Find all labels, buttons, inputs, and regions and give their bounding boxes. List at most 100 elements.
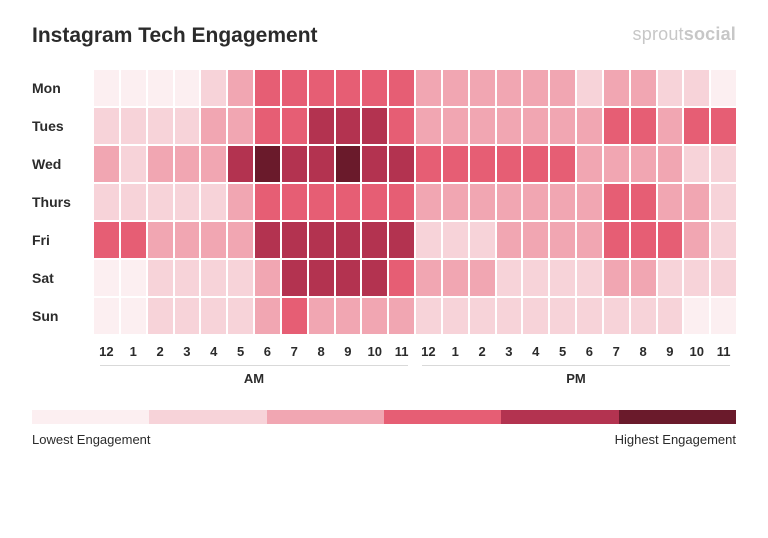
heatmap-cell	[631, 184, 656, 220]
heatmap-cell	[497, 146, 522, 182]
heatmap-cell	[658, 108, 683, 144]
heatmap-cell	[389, 146, 414, 182]
heatmap-cell	[658, 70, 683, 106]
heatmap-cell	[175, 184, 200, 220]
pm-label: PM	[416, 365, 736, 386]
heatmap-cell	[389, 184, 414, 220]
heatmap-cell	[631, 260, 656, 296]
heatmap-cell	[201, 260, 226, 296]
heatmap-cell	[658, 260, 683, 296]
x-tick: 8	[309, 344, 334, 359]
heatmap-cell	[658, 146, 683, 182]
heatmap-cell	[711, 222, 736, 258]
heatmap-cell	[362, 70, 387, 106]
heatmap-cell	[255, 146, 280, 182]
heatmap-cell	[523, 260, 548, 296]
heatmap-cell	[497, 184, 522, 220]
heatmap-cell	[550, 260, 575, 296]
heatmap-cell	[684, 146, 709, 182]
legend-segment	[619, 410, 736, 424]
heatmap-cell	[362, 260, 387, 296]
heatmap-cell	[684, 222, 709, 258]
heatmap-cell	[389, 298, 414, 334]
heatmap-cell	[228, 184, 253, 220]
heatmap-cell	[201, 146, 226, 182]
heatmap-cell	[309, 70, 334, 106]
ampm-row: AM PM	[32, 365, 736, 386]
heatmap-cell	[309, 222, 334, 258]
heatmap-cell	[121, 260, 146, 296]
x-tick: 10	[362, 344, 387, 359]
x-tick: 2	[148, 344, 173, 359]
heatmap-cell	[362, 184, 387, 220]
heatmap-cell	[94, 184, 119, 220]
row-label: Tues	[32, 108, 92, 144]
heatmap-cell	[148, 108, 173, 144]
heatmap-cell	[228, 298, 253, 334]
legend-high-label: Highest Engagement	[615, 432, 736, 447]
heatmap-cell	[470, 222, 495, 258]
x-tick: 5	[228, 344, 253, 359]
heatmap-cell	[362, 222, 387, 258]
heatmap-cell	[550, 146, 575, 182]
heatmap-cell	[389, 260, 414, 296]
heatmap-cell	[470, 146, 495, 182]
heatmap-cell	[711, 70, 736, 106]
heatmap-cell	[175, 298, 200, 334]
heatmap-cell	[523, 108, 548, 144]
heatmap-cell	[604, 260, 629, 296]
heatmap-cell	[523, 298, 548, 334]
heatmap-cell	[711, 184, 736, 220]
heatmap-cell	[362, 108, 387, 144]
heatmap-cell	[201, 70, 226, 106]
heatmap-cell	[416, 108, 441, 144]
legend-segment	[384, 410, 501, 424]
heatmap-cell	[94, 298, 119, 334]
heatmap-cell	[255, 108, 280, 144]
heatmap-cell	[362, 298, 387, 334]
heatmap-cell	[684, 260, 709, 296]
heatmap-cell	[309, 108, 334, 144]
heatmap-cell	[255, 298, 280, 334]
heatmap-cell	[577, 260, 602, 296]
heatmap-cell	[416, 70, 441, 106]
row-label: Thurs	[32, 184, 92, 220]
heatmap-cell	[470, 260, 495, 296]
header: Instagram Tech Engagement sproutsocial	[32, 24, 736, 48]
heatmap-cell	[336, 222, 361, 258]
legend-low-label: Lowest Engagement	[32, 432, 151, 447]
heatmap-cell	[416, 184, 441, 220]
x-tick: 8	[631, 344, 656, 359]
heatmap-cell	[550, 184, 575, 220]
heatmap-cell	[255, 184, 280, 220]
heatmap-cell	[121, 184, 146, 220]
heatmap-cell	[175, 70, 200, 106]
heatmap-cell	[389, 70, 414, 106]
heatmap-cell	[282, 146, 307, 182]
x-tick: 9	[336, 344, 361, 359]
heatmap-cell	[175, 222, 200, 258]
heatmap-cell	[658, 184, 683, 220]
heatmap-cell	[201, 222, 226, 258]
heatmap-cell	[228, 108, 253, 144]
heatmap-cell	[175, 260, 200, 296]
heatmap-cell	[497, 70, 522, 106]
heatmap-cell	[631, 108, 656, 144]
x-tick: 10	[684, 344, 709, 359]
x-tick: 12	[416, 344, 441, 359]
x-tick: 9	[658, 344, 683, 359]
heatmap-cell	[711, 298, 736, 334]
legend-bar	[32, 410, 736, 424]
heatmap-cell	[604, 70, 629, 106]
heatmap-cell	[336, 108, 361, 144]
heatmap-cell	[282, 70, 307, 106]
heatmap-cell	[121, 222, 146, 258]
heatmap-cell	[228, 222, 253, 258]
heatmap-cell	[148, 298, 173, 334]
heatmap-cell	[684, 108, 709, 144]
heatmap-cell	[711, 146, 736, 182]
row-label: Mon	[32, 70, 92, 106]
heatmap-cell	[497, 222, 522, 258]
x-tick: 1	[443, 344, 468, 359]
brand-logo: sproutsocial	[633, 24, 736, 45]
